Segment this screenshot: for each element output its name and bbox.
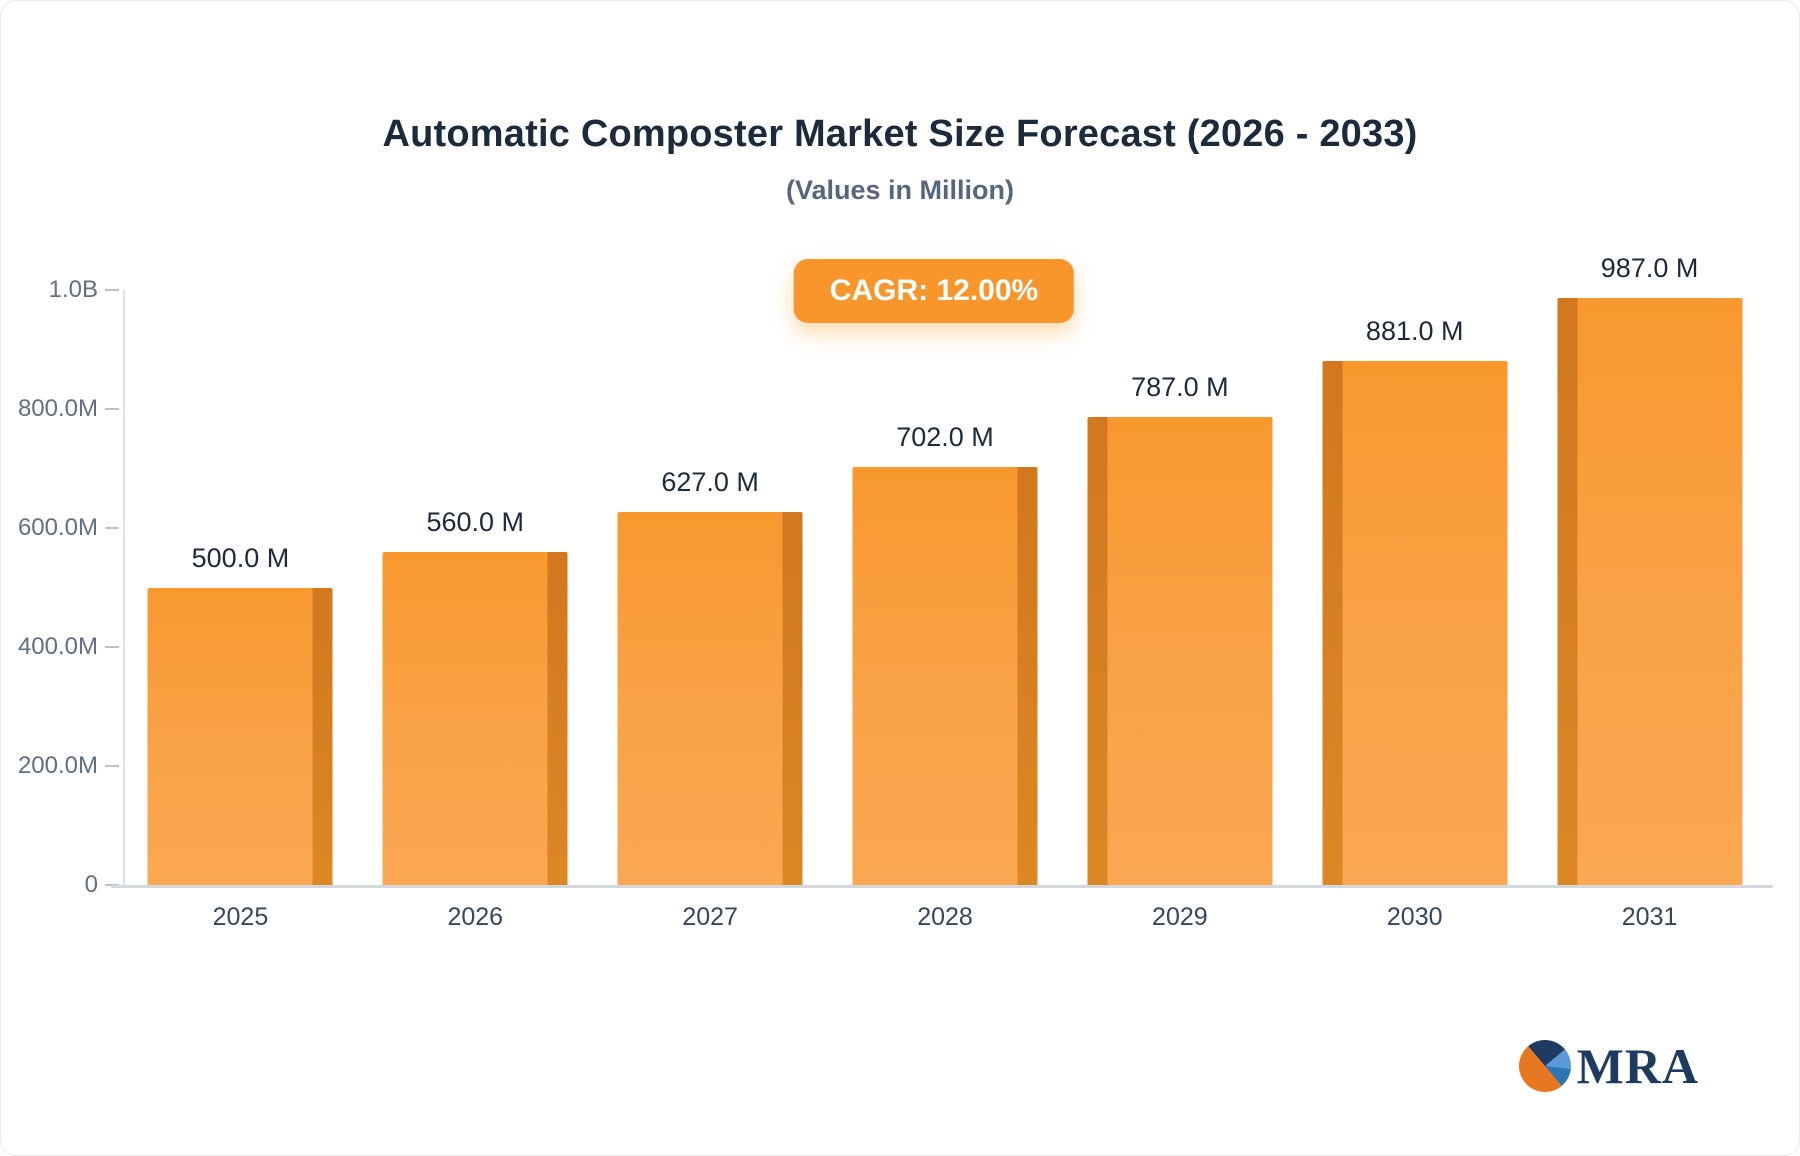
bar-slot: 702.0 M [828,290,1063,885]
bar-value-label: 627.0 M [661,466,759,497]
cagr-badge-label: CAGR: 12.00% [829,274,1039,307]
bar-slot: 500.0 M [123,290,358,885]
brand-logo: MRA [1518,1037,1699,1095]
cagr-badge: CAGR: 12.00% [793,259,1075,323]
y-tick-label: 600.0M [17,514,98,541]
plot-area: 500.0 M 560.0 M 627.0 M 702.0 M 787.0 M 881.0… [123,253,1767,886]
bar-value-label: 987.0 M [1600,252,1699,283]
x-axis-labels: 2025 2026 2027 2028 2029 2030 2031 [123,903,1767,932]
bar-slot: 560.0 M [358,290,593,886]
bar-2025 [147,587,333,885]
bar-value-label: 500.0 M [191,542,290,573]
y-tick-mark [105,527,119,529]
y-tick-mark [105,289,119,291]
x-axis-label-2028: 2028 [917,903,973,931]
y-tick-label: 1.0B [48,276,98,303]
logo-pie-icon [1518,1040,1571,1092]
x-axis-label-2027: 2027 [682,903,738,931]
y-axis: 1.0B 800.0M 600.0M 400.0M 200.0M 0 [1,276,119,898]
x-axis-label-2026: 2026 [447,903,504,931]
y-tick-label: 0 [84,871,98,898]
bar-slot: 787.0 M [1062,290,1297,886]
bar-2028 [852,467,1038,885]
bar-slot: 987.0 M [1532,253,1767,886]
y-tick: 1.0B [1,276,119,304]
x-axis-line [111,885,1773,888]
chart-title: Automatic Composter Market Size Forecast… [382,113,1418,155]
y-tick: 600.0M [1,514,119,542]
logo-text: MRA [1576,1038,1699,1094]
y-tick: 0 [1,871,119,899]
y-tick-mark [105,646,119,648]
bar-value-label: 560.0 M [426,506,525,537]
bar-2031 [1557,297,1743,886]
bar-slot: 627.0 M [593,290,828,886]
y-tick-label: 800.0M [17,395,98,422]
chart-subtitle: (Values in Million) [785,175,1015,205]
y-tick-label: 200.0M [17,752,98,779]
x-axis-label-2025: 2025 [212,903,269,931]
bar-2026 [382,551,568,886]
y-tick-label: 400.0M [17,633,98,660]
x-axis-label-2029: 2029 [1152,903,1208,931]
bar-value-label: 787.0 M [1131,371,1229,402]
bar-2030 [1322,360,1508,886]
y-axis-line [123,290,125,885]
y-tick-mark [105,408,119,410]
x-axis-label-2030: 2030 [1386,903,1443,931]
y-tick-mark [105,765,119,767]
bar-value-label: 881.0 M [1365,315,1464,346]
bar-2027 [617,511,803,886]
y-tick: 400.0M [1,633,119,661]
x-axis-label-2031: 2031 [1621,903,1678,931]
bar-value-label: 702.0 M [896,422,994,453]
y-tick: 200.0M [1,752,119,780]
y-tick: 800.0M [1,395,119,423]
bar-2029 [1087,416,1273,886]
bar-slot: 881.0 M [1297,290,1532,886]
